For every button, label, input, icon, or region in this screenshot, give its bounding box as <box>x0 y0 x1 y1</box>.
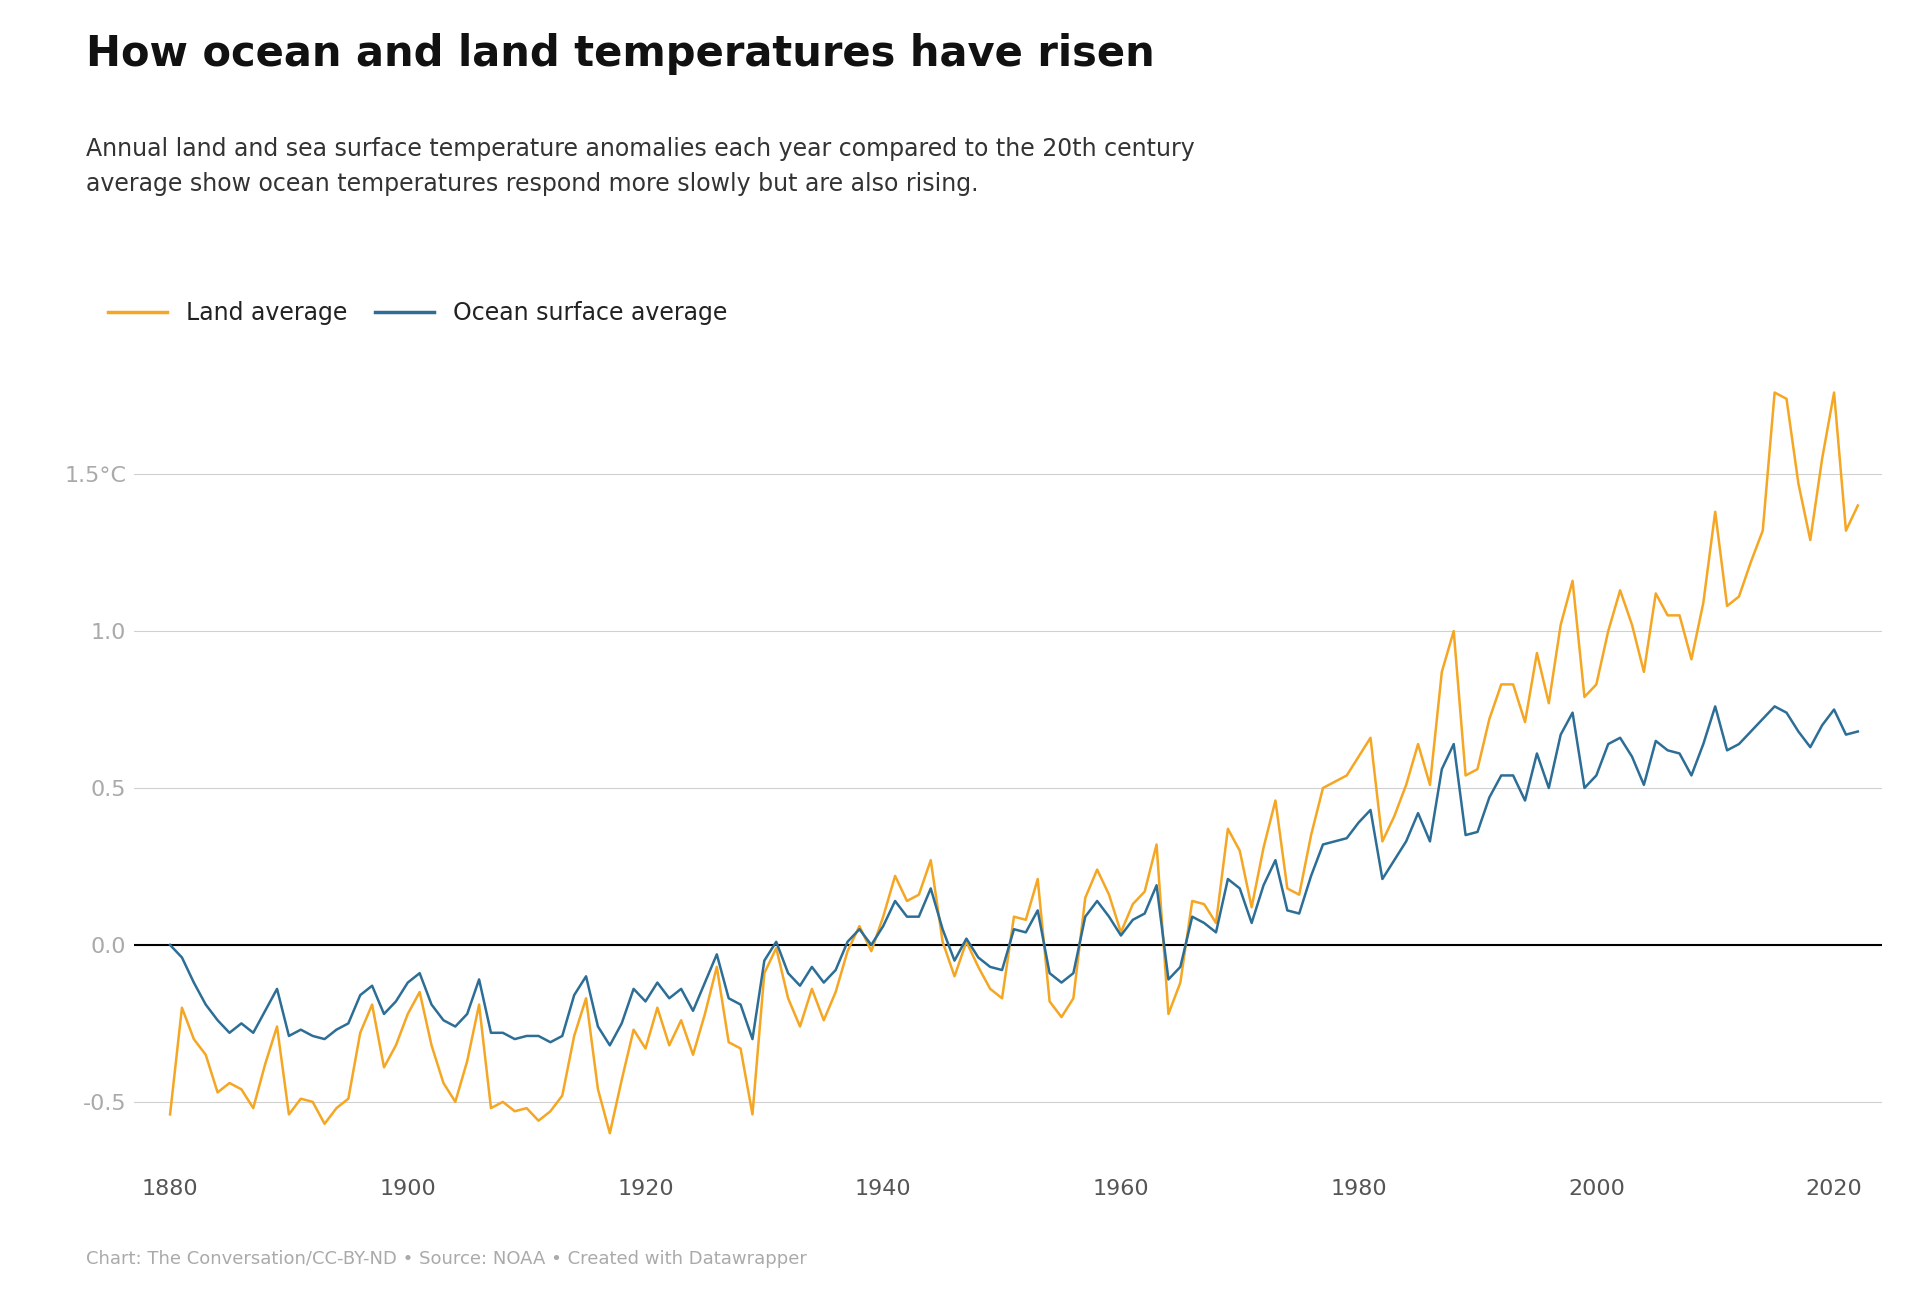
Legend: Land average, Ocean surface average: Land average, Ocean surface average <box>98 291 737 334</box>
Text: Annual land and sea surface temperature anomalies each year compared to the 20th: Annual land and sea surface temperature … <box>86 137 1194 196</box>
Text: How ocean and land temperatures have risen: How ocean and land temperatures have ris… <box>86 33 1156 74</box>
Text: Chart: The Conversation/CC-BY-ND • Source: NOAA • Created with Datawrapper: Chart: The Conversation/CC-BY-ND • Sourc… <box>86 1250 806 1268</box>
